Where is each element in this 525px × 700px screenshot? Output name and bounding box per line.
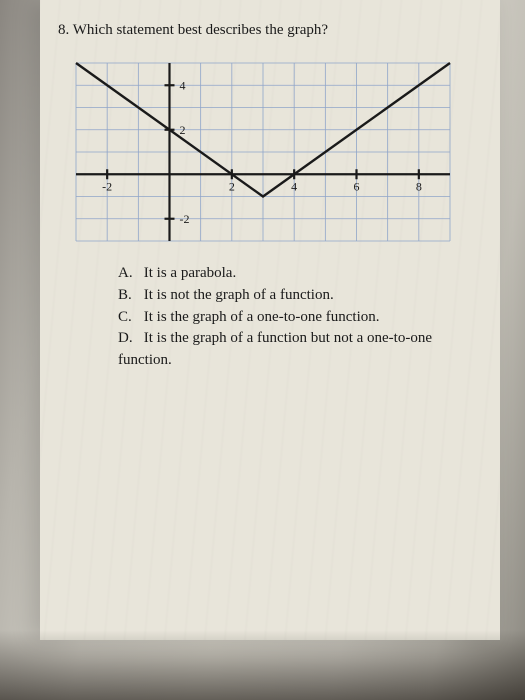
svg-text:2: 2 — [180, 123, 186, 137]
question-number: 8. — [58, 22, 69, 38]
answer-text: It is a parabola. — [144, 265, 236, 281]
answer-list: A. It is a parabola. B. It is not the gr… — [118, 263, 482, 372]
graph-chart: -2 2 4 6 8 -2 2 4 — [68, 57, 458, 247]
answer-option: A. It is a parabola. — [118, 263, 482, 285]
question-text: Which statement best describes the graph… — [73, 22, 328, 38]
answer-option: C. It is the graph of a one-to-one funct… — [118, 307, 482, 329]
answer-text: It is the graph of a function but not a … — [118, 330, 432, 368]
answer-option: D. It is the graph of a function but not… — [118, 328, 482, 372]
answer-letter: B. — [118, 285, 140, 307]
answer-letter: A. — [118, 263, 140, 285]
svg-text:-2: -2 — [180, 212, 190, 226]
svg-text:-2: -2 — [102, 179, 112, 193]
svg-text:8: 8 — [416, 179, 422, 193]
answer-option: B. It is not the graph of a function. — [118, 285, 482, 307]
svg-text:4: 4 — [291, 179, 297, 193]
photo-shadow — [0, 630, 525, 700]
question-line: 8. Which statement best describes the gr… — [58, 22, 482, 39]
answer-text: It is the graph of a one-to-one function… — [144, 309, 380, 325]
answer-letter: C. — [118, 307, 140, 329]
worksheet-paper: 8. Which statement best describes the gr… — [40, 0, 500, 640]
svg-text:2: 2 — [229, 179, 235, 193]
svg-text:4: 4 — [180, 78, 186, 92]
answer-text: It is not the graph of a function. — [144, 287, 334, 303]
chart-svg: -2 2 4 6 8 -2 2 4 — [68, 57, 458, 247]
svg-text:6: 6 — [354, 179, 360, 193]
answer-letter: D. — [118, 328, 140, 350]
